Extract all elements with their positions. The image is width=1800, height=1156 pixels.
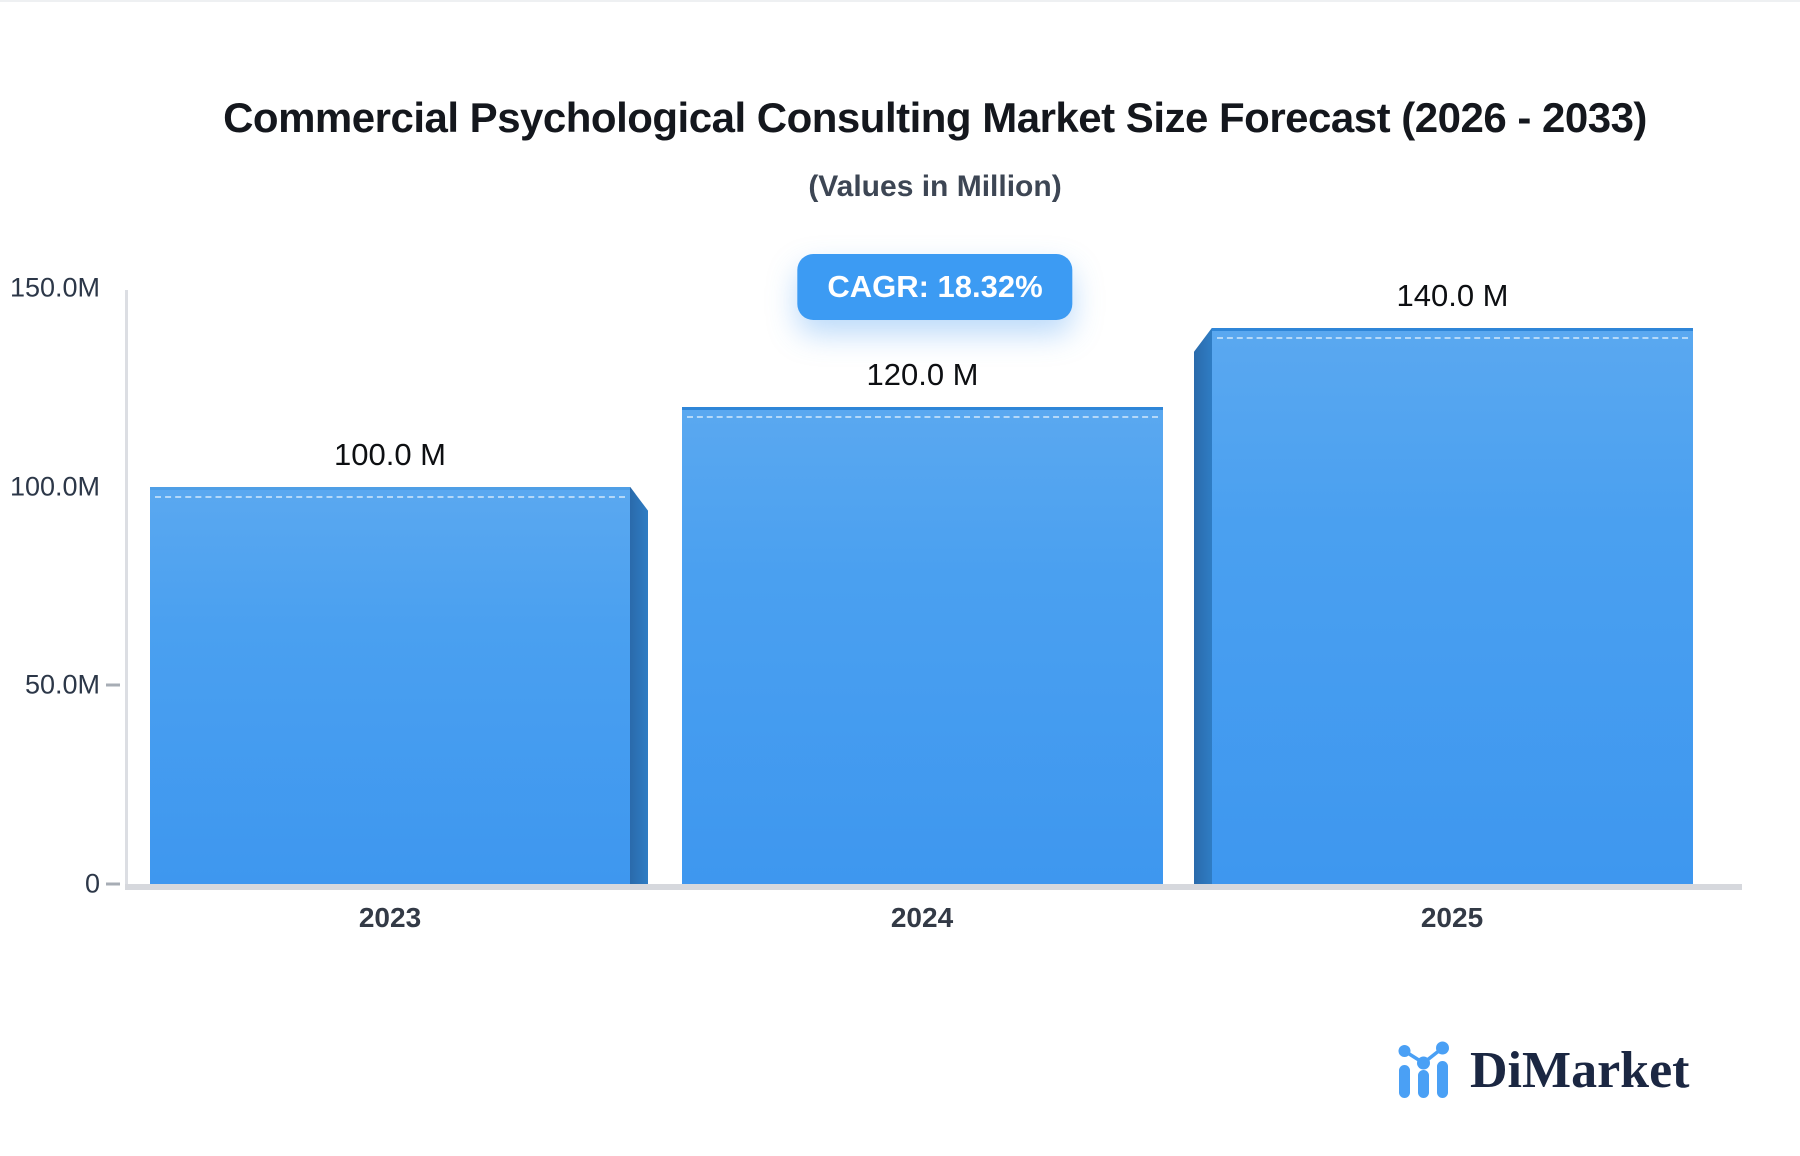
bar-value-label: 140.0 M [1396, 277, 1509, 313]
logo-text: DiMarket [1470, 1042, 1690, 1099]
bar-chart-trend-icon [1398, 1041, 1449, 1098]
x-tick-label-2025: 2025 [1420, 902, 1484, 933]
bar-2023 [150, 486, 630, 884]
y-tick-mark [106, 683, 120, 687]
bar-value-label: 120.0 M [866, 357, 979, 393]
y-tick-mark [106, 882, 120, 886]
y-axis-line [125, 290, 128, 886]
y-tick-label: 0 [84, 868, 100, 899]
bar-value-label: 100.0 M [333, 436, 447, 472]
x-tick-label-2024: 2024 [890, 902, 954, 933]
bar-2025 [1212, 327, 1693, 884]
y-tick-label: 150.0M [9, 272, 100, 303]
bar-2024 [682, 407, 1163, 884]
chart-subtitle: (Values in Million) [808, 170, 1062, 203]
cagr-badge: CAGR: 18.32% [797, 254, 1073, 320]
x-axis-baseline [125, 884, 1742, 890]
bar-2023-side-face [630, 486, 648, 884]
y-tick-label: 100.0M [9, 471, 100, 502]
y-tick-label: 50.0M [24, 669, 100, 700]
x-tick-label-2023: 2023 [358, 902, 422, 933]
chart-title: Commercial Psychological Consulting Mark… [223, 94, 1647, 141]
bar-2025-side-face [1194, 327, 1212, 884]
top-border [0, 0, 1800, 2]
dimarket-logo: DiMarket [1392, 1038, 1689, 1104]
